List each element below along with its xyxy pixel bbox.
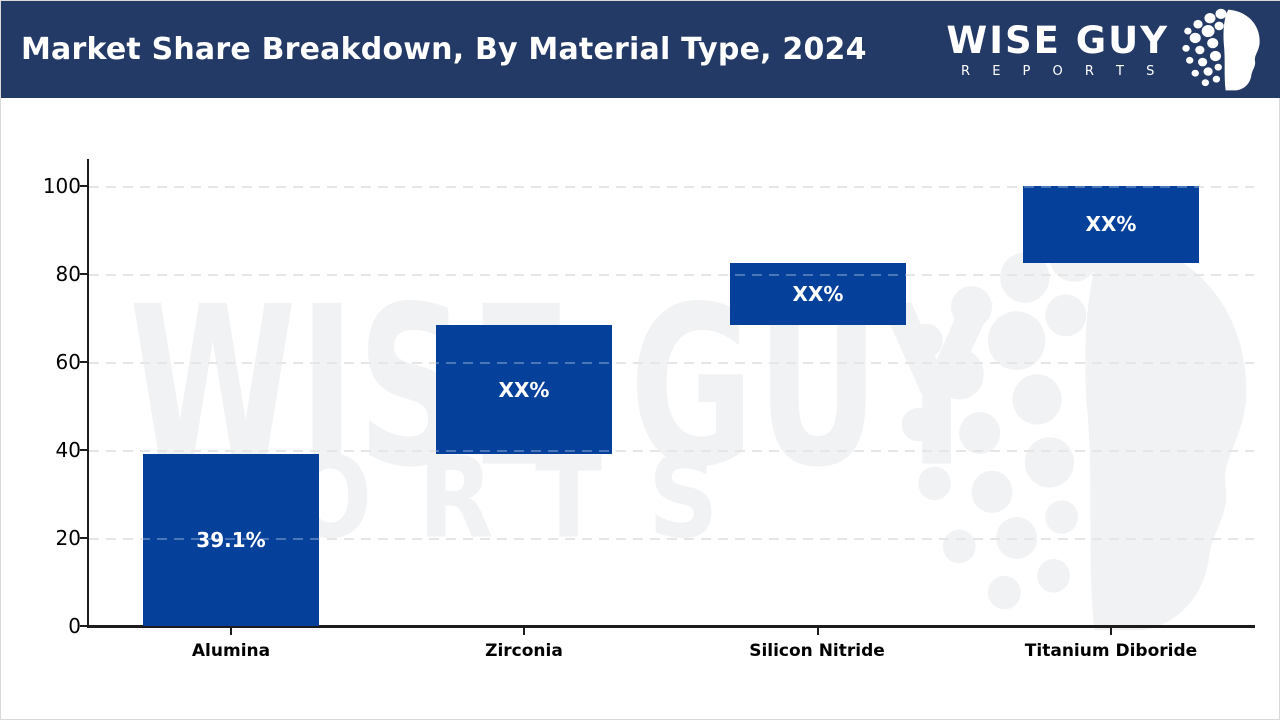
gridline-20 — [89, 538, 1254, 540]
bar-alumina[interactable]: 39.1% — [143, 453, 319, 626]
gridline-overlay — [89, 362, 1254, 364]
bar-value-label: XX% — [792, 282, 844, 306]
y-tick — [80, 273, 87, 275]
watermark-face-icon — [901, 231, 1247, 631]
y-tick — [80, 625, 87, 627]
y-axis-line — [87, 159, 89, 627]
brand-reports-text: R E P O R T S — [961, 63, 1164, 79]
y-tick-label: 100 — [42, 174, 81, 198]
x-category-label-zirconia: Zirconia — [485, 641, 563, 661]
y-tick — [80, 361, 87, 363]
gridline-60 — [89, 362, 1254, 364]
gridline-100 — [89, 186, 1254, 188]
x-axis-line — [87, 625, 1255, 628]
y-tick-label: 20 — [55, 526, 81, 550]
y-tick — [80, 537, 87, 539]
gridline-overlay — [89, 538, 1254, 540]
bar-zirconia[interactable]: XX% — [436, 325, 612, 454]
brand-face-icon — [1182, 8, 1260, 90]
chart-title: Market Share Breakdown, By Material Type… — [21, 32, 867, 67]
bar-titanium-diboride[interactable]: XX% — [1023, 186, 1199, 263]
bar-value-label: XX% — [1085, 212, 1137, 237]
x-tick — [523, 628, 525, 635]
x-category-label-alumina: Alumina — [191, 641, 271, 661]
gridline-80 — [89, 274, 1254, 276]
y-tick — [80, 185, 87, 187]
gridline-40 — [89, 450, 1254, 452]
y-tick — [80, 449, 87, 451]
y-tick-label: 0 — [68, 614, 81, 638]
gridline-overlay — [89, 450, 1254, 452]
x-tick — [1110, 628, 1112, 635]
brand-name-text: WISE GUY — [946, 18, 1169, 62]
brand-logo: WISE GUY R E P O R T S — [946, 7, 1267, 93]
gridline-overlay — [89, 274, 1254, 276]
bar-silicon-nitride[interactable]: XX% — [730, 262, 906, 326]
bar-value-label: XX% — [498, 377, 550, 402]
x-category-label-titanium-diboride: Titanium Diboride — [1024, 641, 1198, 661]
header-bar: Market Share Breakdown, By Material Type… — [1, 1, 1280, 98]
y-tick-label: 60 — [55, 350, 81, 374]
bar-value-label: 39.1% — [196, 527, 266, 552]
x-tick — [817, 628, 819, 635]
gridline-overlay — [89, 186, 1254, 188]
y-tick-label: 80 — [55, 262, 81, 286]
y-tick-label: 40 — [55, 438, 81, 462]
x-tick — [230, 628, 232, 635]
brand-wordmark: WISE GUY R E P O R T S — [946, 22, 1169, 78]
x-category-label-silicon-nitride: Silicon Nitride — [749, 641, 885, 661]
